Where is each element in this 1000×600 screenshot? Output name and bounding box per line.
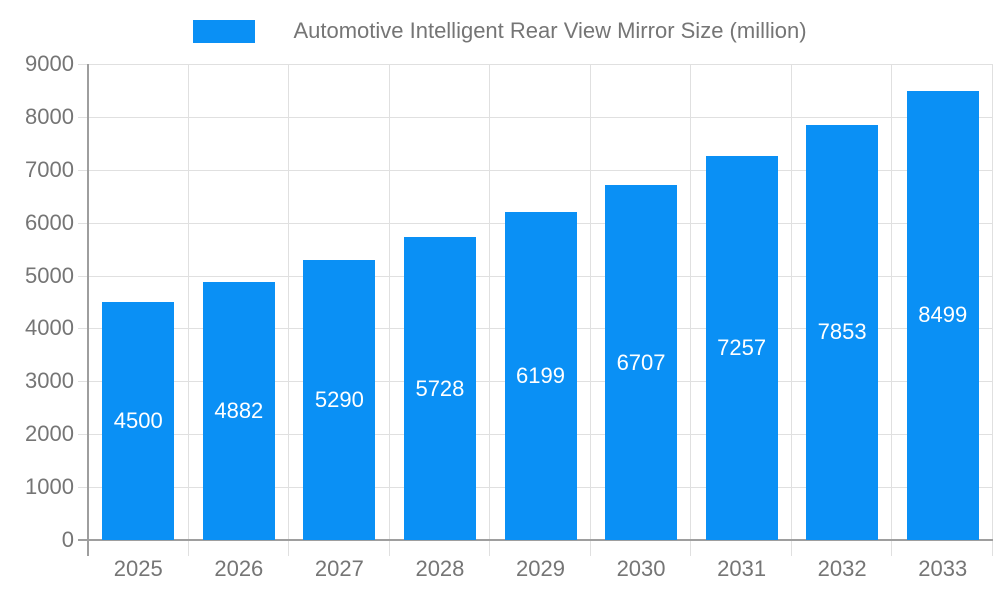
bar-value-label: 6707 <box>616 349 666 375</box>
gridline-vertical <box>790 64 792 556</box>
y-tick-label: 5000 <box>25 262 74 288</box>
bar-2033[interactable]: 8499 <box>906 90 979 540</box>
legend-label: Automotive Intelligent Rear View Mirror … <box>293 18 807 43</box>
x-tick-label: 2030 <box>616 556 666 581</box>
bar-value-label: 6199 <box>516 363 565 389</box>
gridline-vertical <box>388 64 390 556</box>
x-tick-label: 2029 <box>516 556 565 581</box>
gridline-vertical <box>489 64 491 556</box>
gridline-horizontal <box>78 169 993 171</box>
x-tick-label: 2026 <box>214 556 264 581</box>
x-tick-label: 2032 <box>817 556 867 581</box>
bar-value-label: 5290 <box>314 387 364 413</box>
bar-value-label: 7853 <box>817 319 867 345</box>
gridline-vertical <box>589 64 591 556</box>
x-tick-label: 2028 <box>415 556 465 581</box>
gridline-vertical <box>992 64 993 556</box>
bar-value-label: 4882 <box>214 397 264 423</box>
x-tick-label: 2027 <box>314 556 364 581</box>
bar-2025[interactable]: 4500 <box>102 302 175 540</box>
y-tick-label: 0 <box>61 527 74 552</box>
plot-area: 4500 4882 5290 5728 6199 6707 7257 7853 8499 <box>78 64 993 556</box>
y-axis-line <box>87 64 89 556</box>
y-tick-label: 7000 <box>25 156 74 182</box>
y-tick-label: 4000 <box>25 315 74 341</box>
legend-swatch[interactable] <box>193 19 256 43</box>
x-tick-label: 2033 <box>918 556 968 581</box>
y-tick-label: 9000 <box>25 51 74 76</box>
y-tick-label: 8000 <box>25 103 74 129</box>
bar-2026[interactable]: 4882 <box>202 281 275 540</box>
bar-value-label: 4500 <box>113 408 163 433</box>
bar-value-label: 8499 <box>918 302 968 328</box>
x-tick-label: 2031 <box>717 556 767 581</box>
chart-legend[interactable]: Automotive Intelligent Rear View Mirror … <box>0 16 1000 46</box>
y-tick-label: 1000 <box>25 474 74 500</box>
bar-value-label: 7257 <box>717 335 767 361</box>
gridline-horizontal <box>78 64 993 65</box>
y-tick-label: 2000 <box>25 421 74 447</box>
bar-value-label: 5728 <box>415 375 465 401</box>
bar-2028[interactable]: 5728 <box>403 237 476 540</box>
y-tick-label: 6000 <box>25 209 74 235</box>
bar-2031[interactable]: 7257 <box>705 156 778 540</box>
gridline-vertical <box>288 64 290 556</box>
x-tick-label: 2025 <box>113 556 163 581</box>
gridline-vertical <box>187 64 189 556</box>
gridline-horizontal <box>78 116 993 118</box>
y-tick-label: 3000 <box>25 368 74 394</box>
bar-2032[interactable]: 7853 <box>806 124 879 540</box>
bar-2030[interactable]: 6707 <box>605 185 678 540</box>
bar-2029[interactable]: 6199 <box>504 212 577 540</box>
gridline-vertical <box>891 64 893 556</box>
x-axis-line <box>78 539 993 541</box>
gridline-vertical <box>690 64 692 556</box>
bar-2027[interactable]: 5290 <box>303 260 376 540</box>
